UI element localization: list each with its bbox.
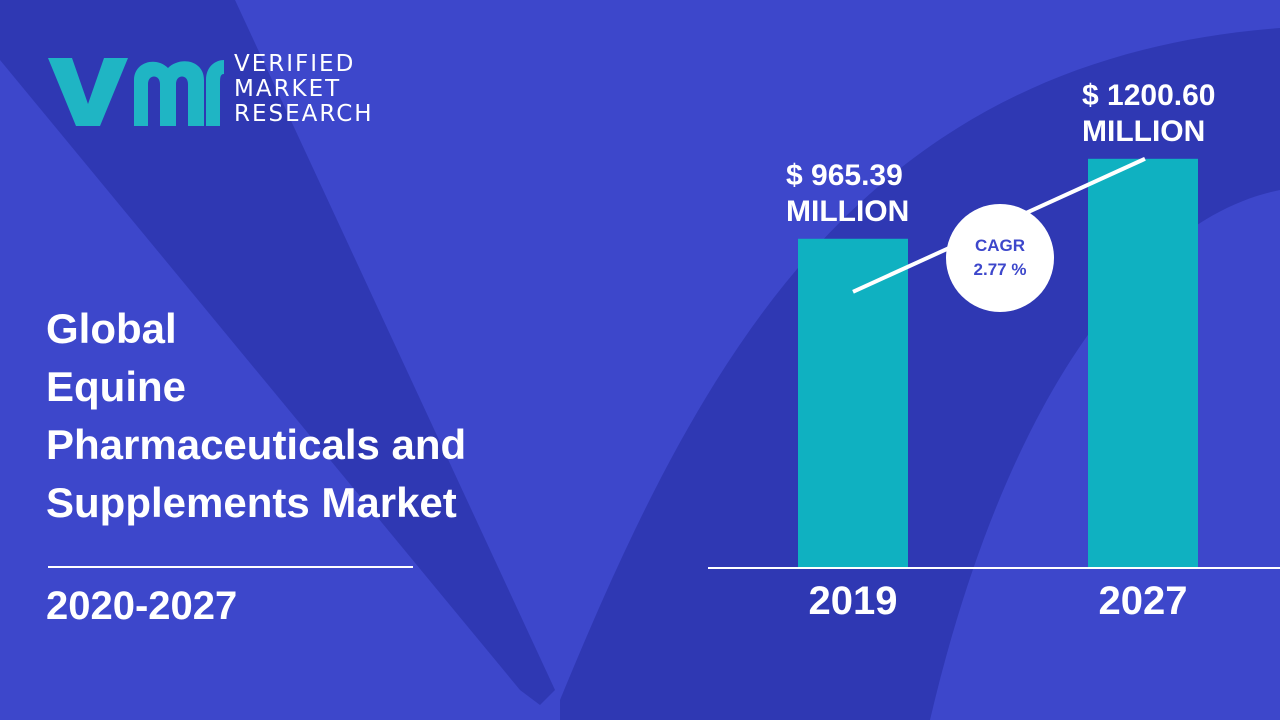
title-line-4: Supplements Market <box>46 479 457 526</box>
background-v-shape <box>0 0 555 705</box>
cagr-badge: CAGR 2.77 % <box>946 204 1054 312</box>
vmr-logo-icon <box>48 58 224 126</box>
brand-line-1: VERIFIED <box>234 51 356 77</box>
data-label-amount-2027: $ 1200.60 <box>1082 79 1215 112</box>
brand-line-3: RESEARCH <box>234 101 374 127</box>
title-divider <box>48 566 413 568</box>
data-label-unit-2027: MILLION <box>1082 115 1205 148</box>
bar-2019 <box>798 238 908 567</box>
cagr-label: CAGR <box>974 236 1026 255</box>
forecast-period: 2020-2027 <box>46 584 238 628</box>
bar-2027 <box>1088 158 1198 567</box>
title-line-3: Pharmaceuticals and <box>46 421 467 468</box>
report-title: Global Equine Pharmaceuticals and Supple… <box>46 300 606 532</box>
brand-line-2: MARKET <box>234 76 342 102</box>
brand-name: VERIFIED MARKET RESEARCH <box>234 52 374 127</box>
data-label-amount-2019: $ 965.39 <box>786 159 903 192</box>
cagr-value: 2.77 % <box>973 260 1027 279</box>
x-tick-label-2019: 2019 <box>809 579 898 623</box>
title-line-1: Global <box>46 305 177 352</box>
brand-logo: VERIFIED MARKET RESEARCH <box>44 50 404 130</box>
data-label-unit-2019: MILLION <box>786 195 909 228</box>
x-tick-label-2027: 2027 <box>1099 579 1188 623</box>
title-line-2: Equine <box>46 363 187 410</box>
